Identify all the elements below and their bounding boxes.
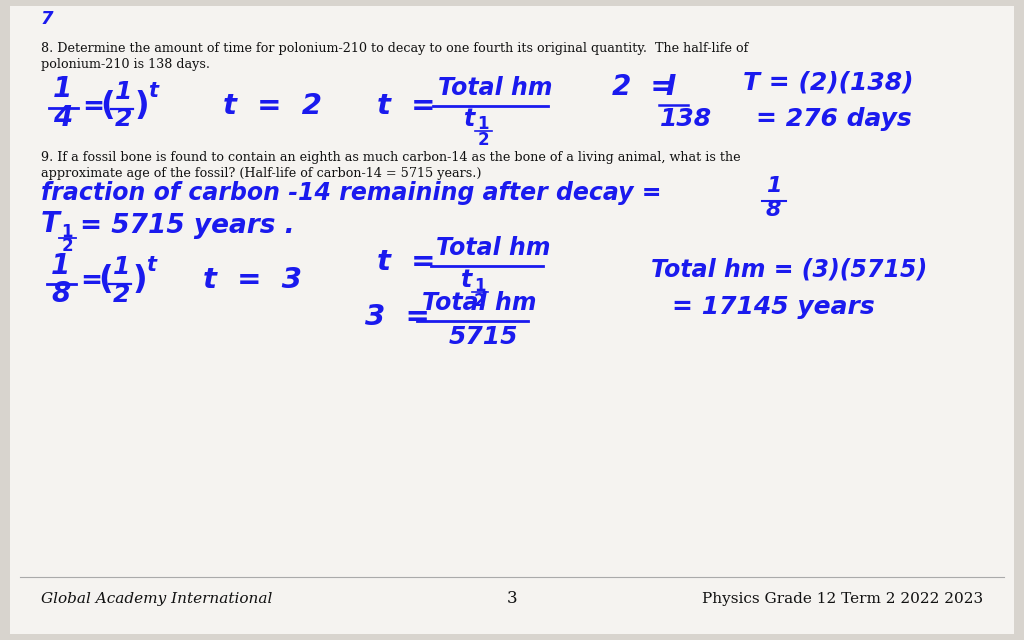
Text: T = (2)(138): T = (2)(138) bbox=[743, 70, 914, 95]
Text: 1: 1 bbox=[51, 252, 71, 280]
Text: 1: 1 bbox=[61, 223, 73, 241]
Text: 1: 1 bbox=[477, 115, 488, 133]
Text: 1: 1 bbox=[115, 80, 132, 104]
Text: 5715: 5715 bbox=[449, 324, 518, 349]
Text: 1: 1 bbox=[766, 176, 781, 196]
Text: t  =: t = bbox=[377, 248, 435, 276]
Text: Total hm: Total hm bbox=[438, 76, 553, 100]
Text: = 17145 years: = 17145 years bbox=[672, 294, 874, 319]
Text: 9. If a fossil bone is found to contain an eighth as much carbon-14 as the bone : 9. If a fossil bone is found to contain … bbox=[41, 151, 740, 164]
Text: 2: 2 bbox=[113, 283, 130, 307]
Text: =: = bbox=[82, 94, 104, 120]
Text: t  =: t = bbox=[377, 92, 435, 120]
Text: 1: 1 bbox=[113, 255, 130, 279]
Text: Total hm: Total hm bbox=[422, 291, 537, 316]
Text: 1: 1 bbox=[474, 276, 485, 294]
Text: (: ( bbox=[100, 90, 115, 121]
Text: 7: 7 bbox=[41, 10, 53, 28]
Text: t: t bbox=[461, 268, 472, 292]
Text: 3: 3 bbox=[507, 590, 517, 607]
Text: Physics Grade 12 Term 2 2022 2023: Physics Grade 12 Term 2 2022 2023 bbox=[701, 592, 983, 606]
Text: t  =  2: t = 2 bbox=[223, 92, 323, 120]
Text: 2: 2 bbox=[115, 107, 132, 131]
Text: 2: 2 bbox=[61, 237, 73, 255]
Text: t  =  3: t = 3 bbox=[203, 266, 302, 294]
Text: 1: 1 bbox=[53, 76, 73, 103]
Text: polonium-210 is 138 days.: polonium-210 is 138 days. bbox=[41, 58, 210, 72]
Text: Global Academy International: Global Academy International bbox=[41, 592, 272, 606]
Text: Total hm: Total hm bbox=[436, 236, 551, 260]
Text: 8: 8 bbox=[51, 280, 71, 308]
Text: 138: 138 bbox=[659, 107, 712, 131]
Text: (: ( bbox=[98, 264, 113, 295]
Text: 8. Determine the amount of time for polonium-210 to decay to one fourth its orig: 8. Determine the amount of time for polo… bbox=[41, 42, 749, 56]
Text: fraction of carbon -14 remaining after decay =: fraction of carbon -14 remaining after d… bbox=[41, 180, 662, 205]
Text: t: t bbox=[148, 81, 159, 101]
Text: 3  =: 3 = bbox=[365, 303, 429, 331]
Text: =: = bbox=[80, 268, 102, 294]
Text: Total hm = (3)(5715): Total hm = (3)(5715) bbox=[651, 257, 928, 282]
Text: ): ) bbox=[134, 90, 148, 121]
Text: approximate age of the fossil? (Half-life of carbon-14 = 5715 years.): approximate age of the fossil? (Half-lif… bbox=[41, 167, 481, 180]
Text: 8: 8 bbox=[766, 200, 781, 220]
FancyBboxPatch shape bbox=[10, 6, 1014, 634]
Text: = 5715 years .: = 5715 years . bbox=[80, 213, 295, 239]
Text: ): ) bbox=[132, 264, 146, 295]
Text: 4: 4 bbox=[53, 104, 73, 132]
Text: 2: 2 bbox=[477, 131, 488, 149]
Text: t: t bbox=[146, 255, 157, 275]
Text: t: t bbox=[464, 107, 475, 131]
Text: 2: 2 bbox=[474, 292, 485, 310]
Text: = 276 days: = 276 days bbox=[756, 107, 911, 131]
Text: I: I bbox=[666, 73, 676, 100]
Text: 2  =: 2 = bbox=[612, 73, 674, 100]
Text: T: T bbox=[41, 210, 59, 237]
